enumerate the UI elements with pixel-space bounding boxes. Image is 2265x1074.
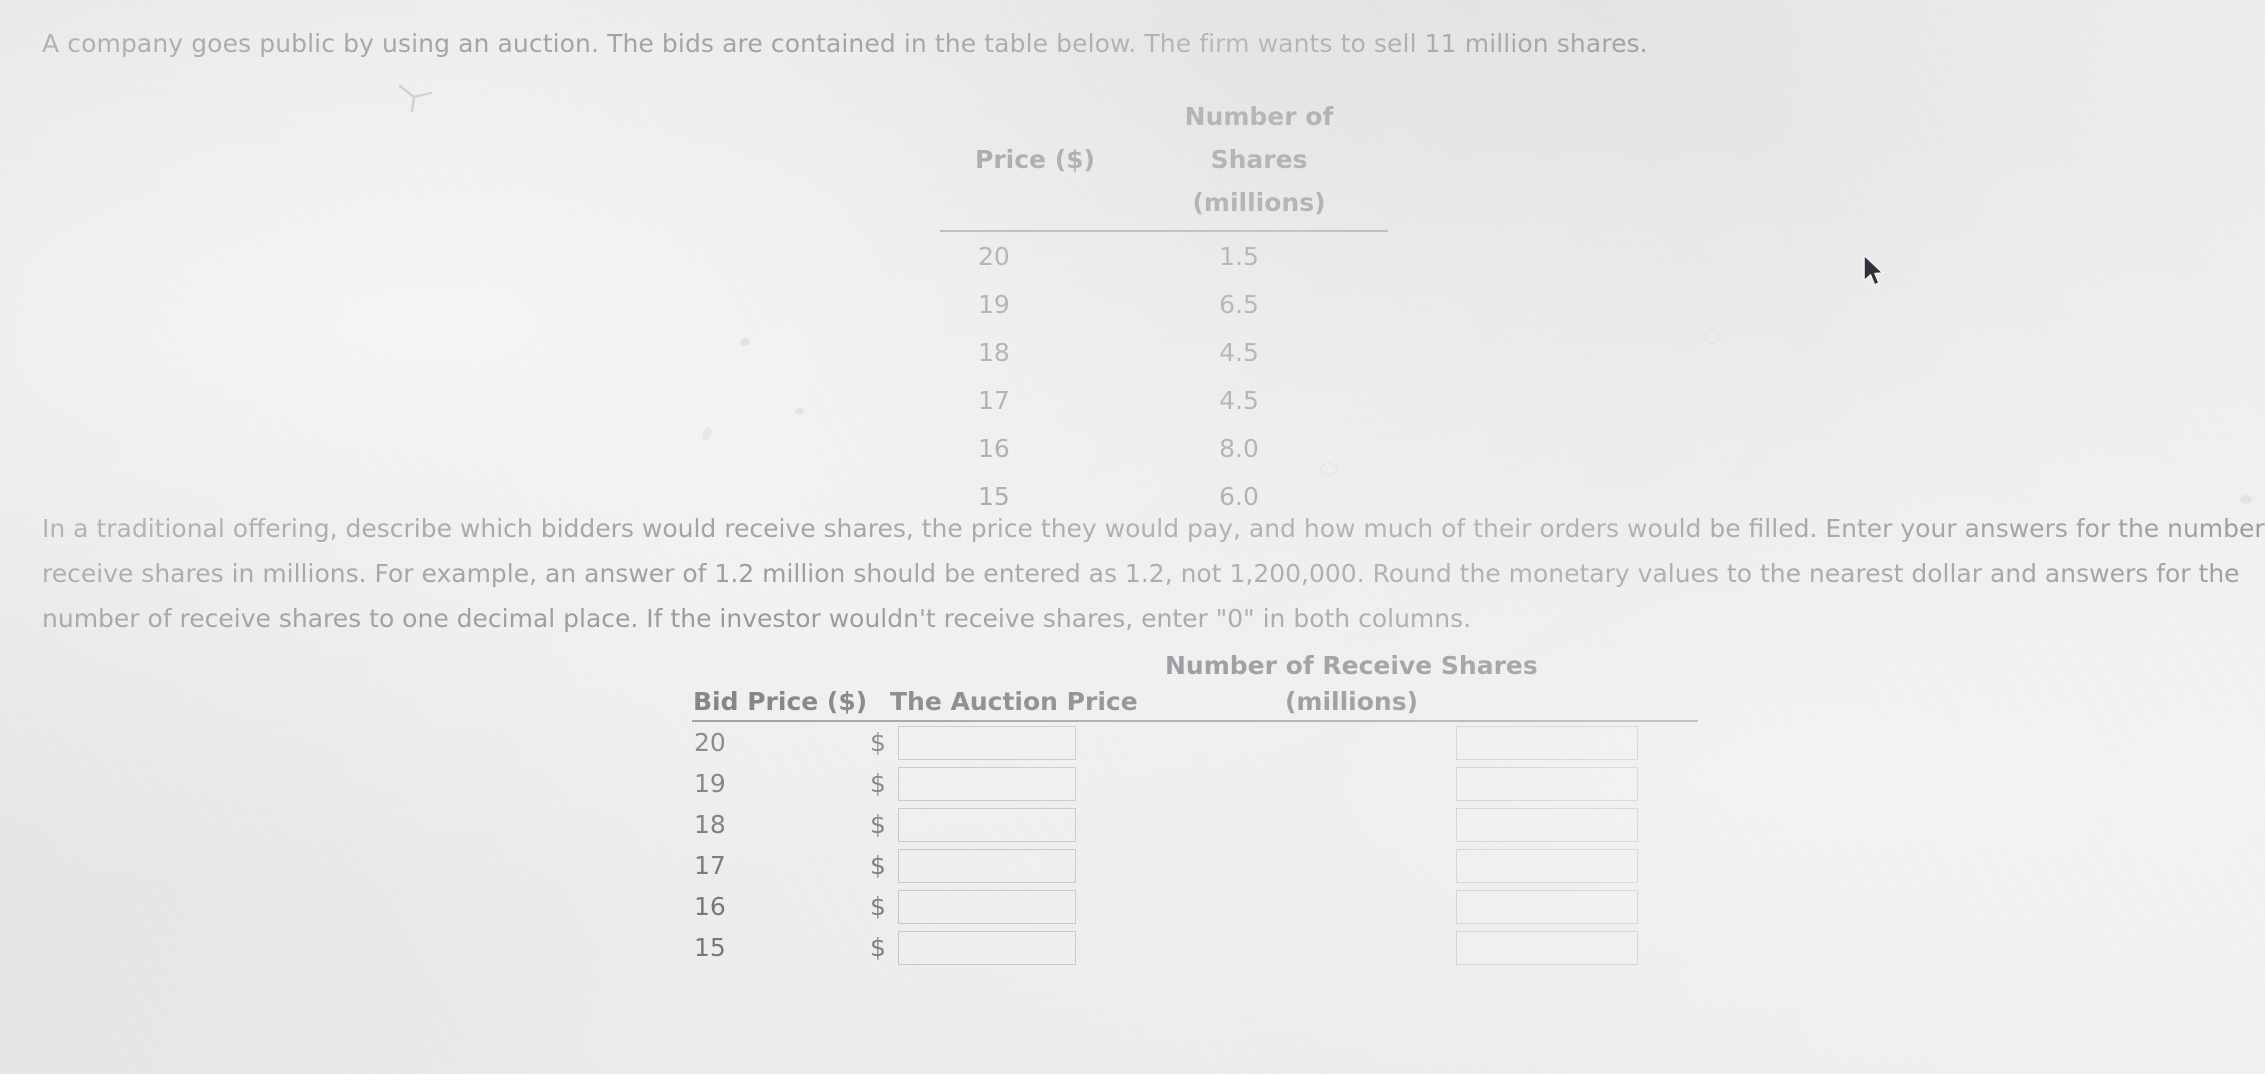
problem-intro-text: A company goes public by using an auctio… — [42, 29, 1648, 58]
bid-schedule-header-shares-line2: Shares — [1210, 145, 1308, 174]
answer-table-cell-receive-shares — [1170, 889, 1670, 924]
answer-table-cell-bid-price: 16 — [694, 892, 726, 921]
instructions-paragraph: In a traditional offering, describe whic… — [42, 506, 2265, 641]
bid-schedule-cell-shares: 8.0 — [1219, 433, 1259, 463]
answer-table-cell-receive-shares — [1170, 848, 1670, 883]
auction-price-input[interactable] — [898, 848, 1076, 883]
instructions-line-2: receive shares in millions. For example,… — [42, 559, 2240, 588]
instructions-line-3: number of receive shares to one decimal … — [42, 604, 1472, 633]
dollar-sign-icon: $ — [870, 769, 886, 798]
bid-schedule-header-row: Price ($) Number of Shares (millions) — [940, 95, 1388, 224]
answer-table-cell-bid-price: 18 — [694, 810, 726, 839]
dollar-sign-icon: $ — [870, 851, 886, 880]
scan-smudge-artifact — [2240, 495, 2252, 504]
bid-schedule-cell-price: 19 — [978, 289, 1010, 319]
answer-table-cell-auction-price: $ — [870, 807, 1170, 842]
answer-table-row: 19 $ — [660, 763, 1670, 804]
bid-schedule-row: 17 4.5 — [940, 376, 1388, 424]
bid-schedule-table: Price ($) Number of Shares (millions) 20… — [940, 95, 1388, 520]
answer-table-row: 17 $ — [660, 845, 1670, 886]
receive-shares-input[interactable] — [1456, 848, 1638, 883]
bid-schedule-row: 16 8.0 — [940, 424, 1388, 472]
answer-table-cell-receive-shares — [1170, 725, 1670, 760]
answer-table-cell-bid-price: 19 — [694, 769, 726, 798]
receive-shares-input[interactable] — [1456, 889, 1638, 924]
receive-shares-input[interactable] — [1456, 807, 1638, 842]
answer-table-row: 16 $ — [660, 886, 1670, 927]
answer-table-cell-auction-price: $ — [870, 889, 1170, 924]
dollar-sign-icon: $ — [870, 728, 886, 757]
receive-shares-input[interactable] — [1456, 930, 1638, 965]
instructions-line-1: In a traditional offering, describe whic… — [42, 514, 2265, 543]
auction-price-input[interactable] — [898, 725, 1076, 760]
bid-schedule-cell-shares: 4.5 — [1219, 337, 1259, 367]
bid-schedule-row: 19 6.5 — [940, 280, 1388, 328]
bid-schedule-cell-shares: 6.5 — [1219, 289, 1259, 319]
answer-table-cell-bid-price: 20 — [694, 728, 726, 757]
answer-entry-table: Bid Price ($) The Auction Price Number o… — [660, 648, 1698, 968]
answer-table-header-receive-shares-line2: (millions) — [1285, 687, 1419, 716]
answer-table-header-bid-price: Bid Price ($) — [693, 687, 868, 716]
answer-table-header-receive-shares-line1: Number of Receive Shares — [1165, 651, 1538, 680]
bid-schedule-header-price: Price ($) — [975, 145, 1095, 174]
bid-schedule-header-shares-line1: Number of — [1184, 102, 1334, 131]
bid-schedule-cell-price: 20 — [978, 241, 1010, 271]
pen-mark-artifact-icon — [398, 84, 433, 113]
answer-table-header-row: Bid Price ($) The Auction Price Number o… — [660, 648, 1670, 720]
answer-table-cell-auction-price: $ — [870, 766, 1170, 801]
bid-schedule-body: 20 1.5 19 6.5 18 4.5 17 4.5 16 8.0 15 6.0 — [940, 232, 1388, 520]
answer-table-cell-bid-price: 15 — [694, 933, 726, 962]
bid-schedule-cell-price: 18 — [978, 337, 1010, 367]
answer-table-cell-receive-shares — [1170, 807, 1670, 842]
receive-shares-input[interactable] — [1456, 725, 1638, 760]
answer-table-body: 20 $19 $18 $17 $16 $15 $ — [660, 722, 1670, 968]
dollar-sign-icon: $ — [870, 892, 886, 921]
bid-schedule-row: 18 4.5 — [940, 328, 1388, 376]
bid-schedule-cell-price: 17 — [978, 385, 1010, 415]
receive-shares-input[interactable] — [1456, 766, 1638, 801]
auction-price-input[interactable] — [898, 889, 1076, 924]
bid-schedule-header-shares: Number of Shares (millions) — [1130, 95, 1388, 224]
scan-smudge-artifact — [738, 336, 752, 348]
bid-schedule-header-shares-line3: (millions) — [1192, 188, 1326, 217]
answer-table-row: 20 $ — [660, 722, 1670, 763]
answer-table-cell-auction-price: $ — [870, 725, 1170, 760]
answer-table-cell-auction-price: $ — [870, 930, 1170, 965]
scan-smudge-artifact — [795, 408, 804, 415]
auction-price-input[interactable] — [898, 766, 1076, 801]
dollar-sign-icon: $ — [870, 933, 886, 962]
answer-table-row: 15 $ — [660, 927, 1670, 968]
scan-smudge-artifact — [1705, 330, 1719, 344]
answer-table-header-auction-price: The Auction Price — [890, 687, 1138, 716]
auction-price-input[interactable] — [898, 807, 1076, 842]
answer-table-cell-receive-shares — [1170, 766, 1670, 801]
answer-table-row: 18 $ — [660, 804, 1670, 845]
answer-table-cell-bid-price: 17 — [694, 851, 726, 880]
bid-schedule-row: 20 1.5 — [940, 232, 1388, 280]
bid-schedule-cell-shares: 4.5 — [1219, 385, 1259, 415]
auction-price-input[interactable] — [898, 930, 1076, 965]
answer-table-cell-auction-price: $ — [870, 848, 1170, 883]
answer-table-cell-receive-shares — [1170, 930, 1670, 965]
dollar-sign-icon: $ — [870, 810, 886, 839]
bid-schedule-cell-shares: 1.5 — [1219, 241, 1259, 271]
scan-smudge-artifact — [701, 426, 713, 442]
bid-schedule-cell-price: 16 — [978, 433, 1010, 463]
